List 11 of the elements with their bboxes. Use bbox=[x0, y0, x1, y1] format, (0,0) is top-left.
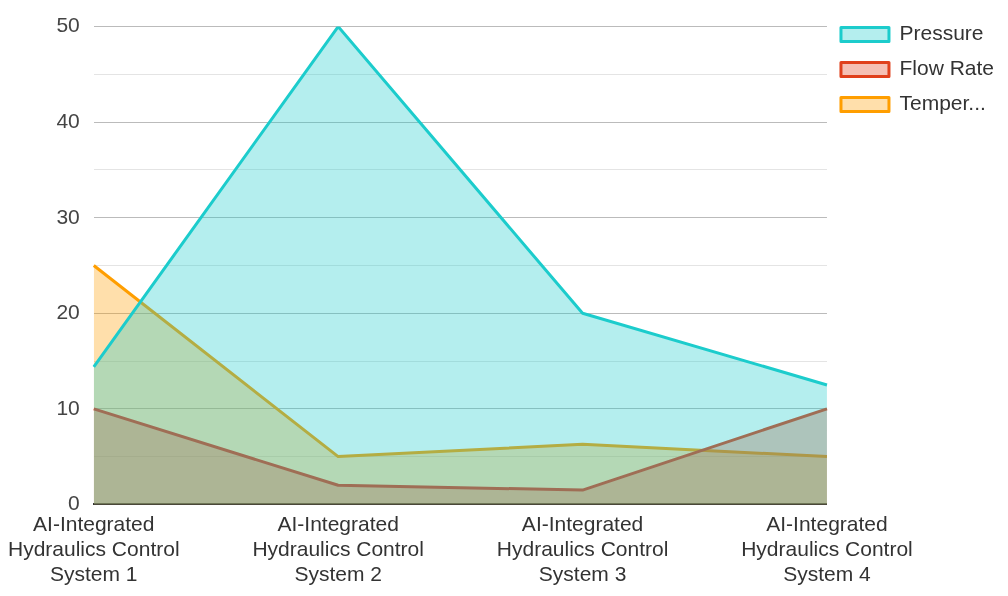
x-tick-label: AI-Integrated Hydraulics Control System 3 bbox=[496, 511, 669, 586]
y-tick-label: 10 bbox=[56, 395, 80, 419]
legend-label: Pressure bbox=[899, 21, 984, 45]
y-tick-label: 50 bbox=[56, 13, 80, 37]
x-tick-label: AI-Integrated Hydraulics Control System 4 bbox=[741, 511, 913, 586]
x-tick-label: AI-Integrated Hydraulics Control System 2 bbox=[252, 511, 424, 586]
y-tick-label: 20 bbox=[56, 300, 80, 324]
y-tick-label: 30 bbox=[56, 204, 80, 228]
legend-label: Temper... bbox=[899, 91, 986, 115]
y-tick-label: 40 bbox=[56, 108, 80, 132]
legend-label: Flow Rate bbox=[899, 56, 994, 80]
